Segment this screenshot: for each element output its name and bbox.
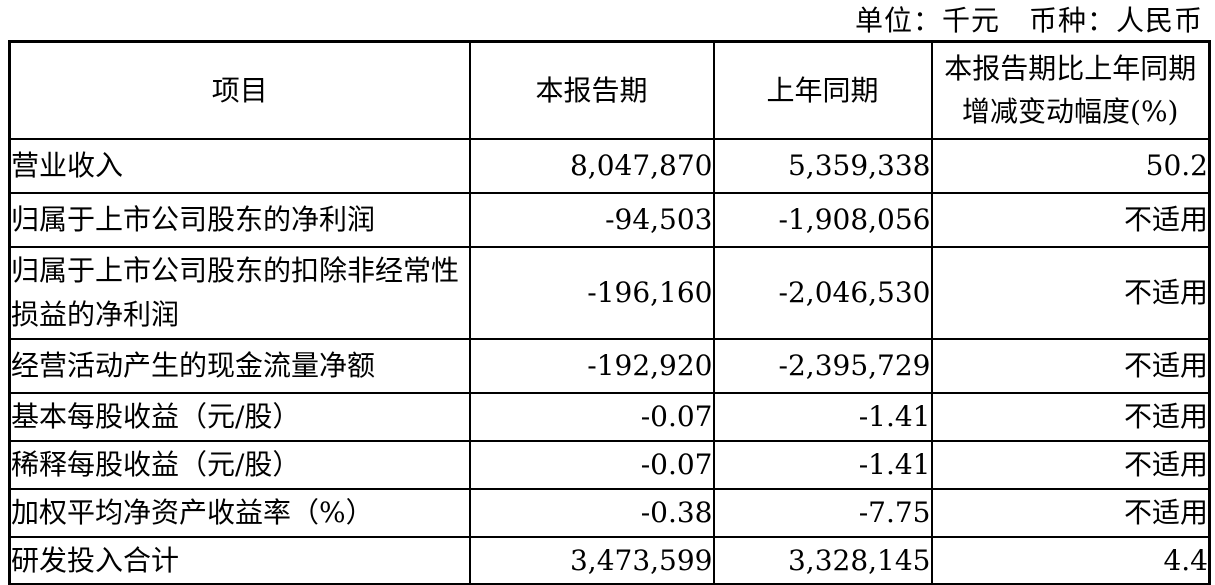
cell-change: 不适用 — [930, 391, 1211, 442]
table-header-row: 项目 本报告期 上年同期 本报告期比上年同期增减变动幅度(%) — [8, 40, 1211, 140]
cell-prior-period: -1,908,056 — [712, 191, 933, 248]
cell-prior-period: 3,328,145 — [712, 535, 933, 585]
cell-prior-period: 5,359,338 — [712, 137, 933, 194]
header-change: 本报告期比上年同期增减变动幅度(%) — [930, 40, 1211, 140]
cell-change: 不适用 — [930, 191, 1211, 248]
cell-item: 经营活动产生的现金流量净额 — [8, 337, 471, 394]
cell-item: 研发投入合计 — [8, 535, 471, 585]
cell-current-period: -192,920 — [468, 337, 715, 394]
cell-change: 不适用 — [930, 245, 1211, 340]
cell-current-period: -94,503 — [468, 191, 715, 248]
cell-item: 加权平均净资产收益率（%） — [8, 487, 471, 538]
cell-current-period: -196,160 — [468, 245, 715, 340]
cell-change: 不适用 — [930, 487, 1211, 538]
unit-currency-note: 单位：千元 币种：人民币 — [854, 4, 1203, 37]
cell-item: 稀释每股收益（元/股） — [8, 439, 471, 490]
cell-item: 基本每股收益（元/股） — [8, 391, 471, 442]
header-current-period: 本报告期 — [468, 40, 715, 140]
header-item: 项目 — [8, 40, 471, 140]
cell-prior-period: -1.41 — [712, 439, 933, 490]
financial-summary-table: 项目 本报告期 上年同期 本报告期比上年同期增减变动幅度(%) 营业收入 8,0… — [8, 40, 1211, 585]
table-row: 归属于上市公司股东的净利润 -94,503 -1,908,056 不适用 — [8, 191, 1211, 248]
cell-current-period: -0.07 — [468, 439, 715, 490]
cell-change: 4.4 — [930, 535, 1211, 585]
cell-prior-period: -1.41 — [712, 391, 933, 442]
cell-change: 不适用 — [930, 337, 1211, 394]
cell-change: 50.2 — [930, 137, 1211, 194]
cell-current-period: -0.38 — [468, 487, 715, 538]
cell-current-period: -0.07 — [468, 391, 715, 442]
table-row: 稀释每股收益（元/股） -0.07 -1.41 不适用 — [8, 439, 1211, 490]
table-row: 营业收入 8,047,870 5,359,338 50.2 — [8, 137, 1211, 194]
cell-current-period: 3,473,599 — [468, 535, 715, 585]
cell-item: 归属于上市公司股东的净利润 — [8, 191, 471, 248]
cell-prior-period: -2,046,530 — [712, 245, 933, 340]
table-row: 研发投入合计 3,473,599 3,328,145 4.4 — [8, 535, 1211, 585]
header-prior-period: 上年同期 — [712, 40, 933, 140]
table-row: 归属于上市公司股东的扣除非经常性损益的净利润 -196,160 -2,046,5… — [8, 245, 1211, 340]
table-row: 基本每股收益（元/股） -0.07 -1.41 不适用 — [8, 391, 1211, 442]
cell-prior-period: -2,395,729 — [712, 337, 933, 394]
table-row: 经营活动产生的现金流量净额 -192,920 -2,395,729 不适用 — [8, 337, 1211, 394]
cell-change: 不适用 — [930, 439, 1211, 490]
cell-prior-period: -7.75 — [712, 487, 933, 538]
table-row: 加权平均净资产收益率（%） -0.38 -7.75 不适用 — [8, 487, 1211, 538]
cell-item: 营业收入 — [8, 137, 471, 194]
cell-item: 归属于上市公司股东的扣除非经常性损益的净利润 — [8, 245, 471, 340]
cell-current-period: 8,047,870 — [468, 137, 715, 194]
